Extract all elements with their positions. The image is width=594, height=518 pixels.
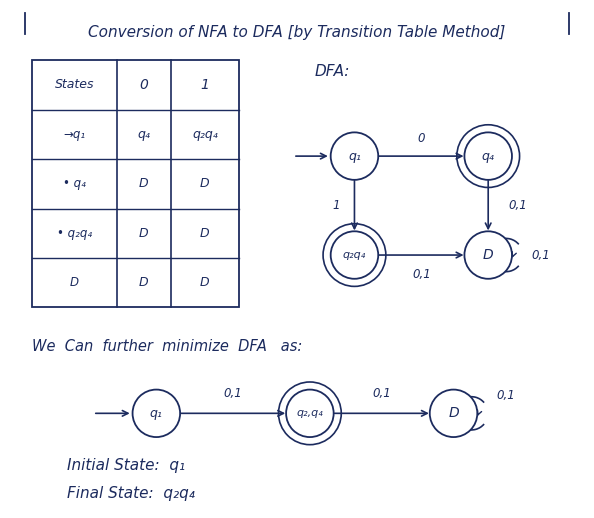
Text: • q₂q₄: • q₂q₄ (57, 227, 92, 240)
Text: DFA:: DFA: (315, 64, 350, 79)
Text: Conversion of NFA to DFA [by Transition Table Method]: Conversion of NFA to DFA [by Transition … (89, 24, 505, 39)
Text: D: D (483, 248, 494, 262)
Text: D: D (200, 177, 210, 190)
Circle shape (286, 390, 334, 437)
Text: • q₄: • q₄ (63, 177, 86, 190)
Text: D: D (448, 406, 459, 420)
Circle shape (132, 390, 180, 437)
Circle shape (465, 232, 512, 279)
Text: 0,1: 0,1 (372, 387, 391, 400)
Text: 0,1: 0,1 (224, 387, 242, 400)
Text: D: D (70, 276, 79, 289)
Text: →q₁: →q₁ (64, 128, 86, 141)
Text: 1: 1 (200, 78, 209, 92)
Text: q₂q₄: q₂q₄ (192, 128, 218, 141)
Text: States: States (55, 78, 94, 91)
Text: Initial State:  q₁: Initial State: q₁ (67, 458, 185, 473)
Text: 0: 0 (140, 78, 148, 92)
Text: We  Can  further  minimize  DFA   as:: We Can further minimize DFA as: (33, 339, 303, 354)
Text: Final State:  q₂q₄: Final State: q₂q₄ (67, 485, 195, 500)
Circle shape (429, 390, 478, 437)
Text: 0: 0 (418, 132, 425, 145)
Text: 1: 1 (333, 199, 340, 212)
Text: q₁: q₁ (348, 150, 361, 163)
Text: 0,1: 0,1 (412, 268, 431, 281)
Text: q₁: q₁ (150, 407, 163, 420)
Circle shape (331, 232, 378, 279)
Text: 0,1: 0,1 (531, 249, 550, 262)
Text: D: D (139, 227, 148, 240)
Text: D: D (139, 177, 148, 190)
Text: 0,1: 0,1 (497, 389, 515, 402)
Text: q₄: q₄ (137, 128, 150, 141)
Text: D: D (200, 227, 210, 240)
Text: D: D (139, 276, 148, 289)
Text: D: D (200, 276, 210, 289)
Text: q₂q₄: q₂q₄ (343, 250, 366, 260)
Circle shape (331, 133, 378, 180)
Text: q₂,q₄: q₂,q₄ (296, 408, 323, 419)
Text: 0,1: 0,1 (508, 199, 527, 212)
Text: q₄: q₄ (482, 150, 495, 163)
Bar (33, 60, 239, 308)
Circle shape (465, 133, 512, 180)
